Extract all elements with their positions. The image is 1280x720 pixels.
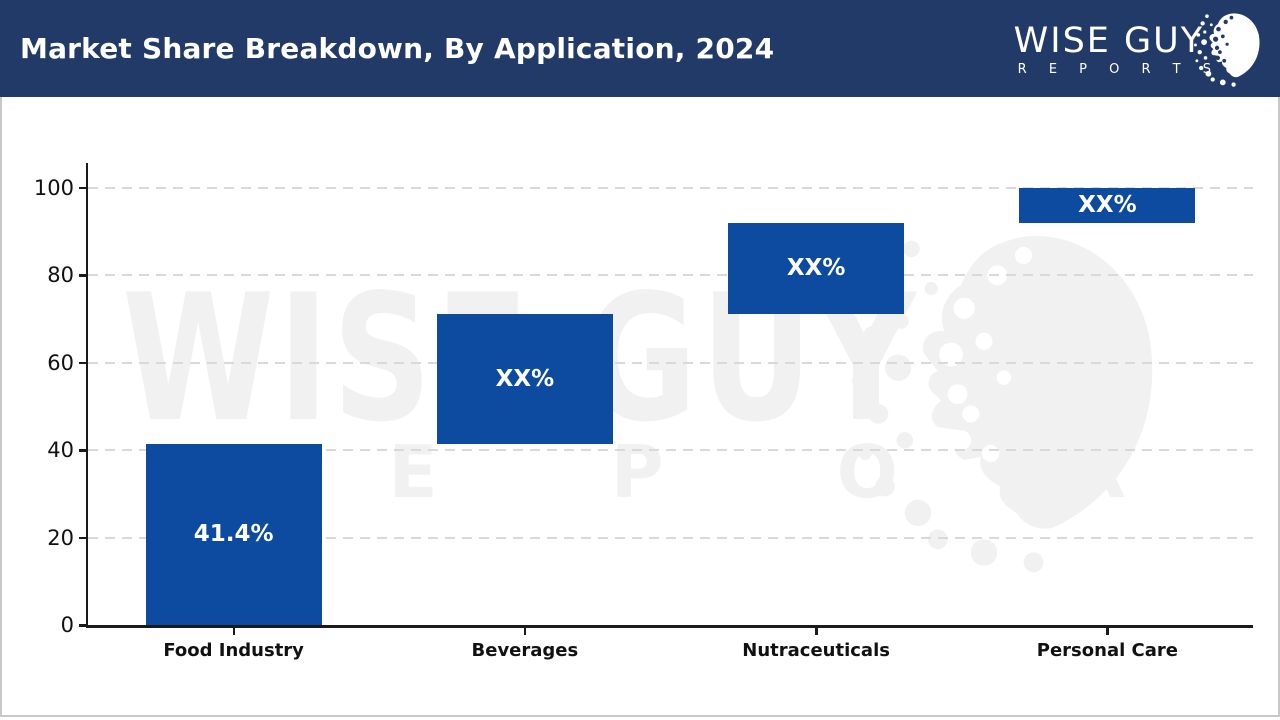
x-axis-tick [815, 627, 818, 635]
border-right [1278, 0, 1280, 716]
bar-value-label: XX% [786, 255, 846, 282]
gridline-60 [88, 361, 1253, 364]
bar-value-label: 41.4% [193, 521, 274, 548]
category-label: Food Industry [163, 640, 304, 661]
y-axis-tick [79, 361, 88, 364]
gridline-80 [88, 274, 1253, 276]
border-bottom [0, 715, 1280, 717]
y-axis-tick [79, 624, 88, 627]
logo-subtitle: R E P O R T S [1017, 61, 1220, 77]
y-axis-tick [79, 274, 88, 277]
y-axis-tick [79, 536, 88, 539]
y-axis-tick [79, 186, 88, 189]
category-label: Beverages [471, 640, 579, 661]
bar-nutraceuticals [728, 222, 905, 315]
x-axis-tick [523, 627, 527, 635]
gridline-20 [88, 536, 1253, 539]
y-axis-tick-label: 60 [47, 350, 74, 375]
bar-food-industry [145, 443, 322, 625]
page-title: Market Share Breakdown, By Application, … [20, 32, 775, 65]
y-axis-tick-label: 100 [33, 175, 74, 200]
y-axis-spine [85, 163, 88, 628]
gridline-100 [88, 186, 1253, 189]
y-axis-tick-label: 20 [47, 525, 74, 550]
header-band: Market Share Breakdown, By Application, … [0, 0, 1280, 97]
y-axis-tick-label: 0 [60, 613, 74, 637]
x-axis-tick [1106, 627, 1109, 635]
bar-value-label: XX% [1078, 192, 1137, 218]
bar-personal-care [1019, 187, 1196, 223]
x-axis-spine [85, 625, 1253, 628]
wiseguy-head-watermark-icon [852, 236, 1153, 573]
category-label: Nutraceuticals [742, 640, 890, 661]
gridline-40 [88, 449, 1253, 451]
x-axis-tick [232, 627, 236, 635]
wiseguy-head-logo-icon [1194, 13, 1260, 87]
bar-beverages [436, 314, 613, 444]
y-axis-tick [79, 449, 88, 452]
wiseguy-logo: WISE GUY R E P O R T S [1014, 8, 1266, 92]
category-label: Personal Care [1036, 640, 1178, 661]
border-left [0, 0, 2, 716]
y-axis-tick-label: 40 [47, 438, 74, 462]
bar-value-label: XX% [495, 366, 555, 393]
logo-wordmark: WISE GUY [1013, 20, 1205, 61]
wiseguy-logo-text: WISE GUY R E P O R T S [1013, 20, 1220, 77]
y-axis-tick-label: 80 [47, 263, 74, 287]
